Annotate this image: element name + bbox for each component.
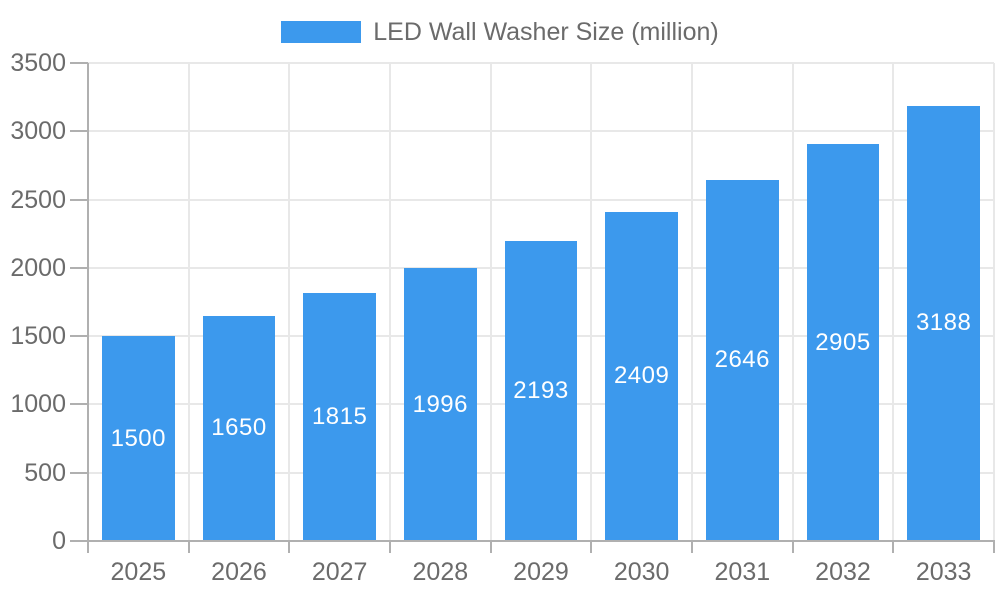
bar[interactable]: 1650 <box>202 315 276 541</box>
y-gridline <box>88 130 994 133</box>
x-axis-tick <box>87 541 89 553</box>
y-axis-label: 0 <box>52 527 66 555</box>
x-axis-label: 2030 <box>613 558 670 586</box>
bar[interactable]: 3188 <box>907 105 980 541</box>
bar[interactable]: 1500 <box>102 336 175 541</box>
y-axis-label: 2500 <box>10 185 66 214</box>
y-axis-label: 2000 <box>10 253 66 282</box>
x-axis-label: 2032 <box>815 558 871 586</box>
legend[interactable]: LED Wall Washer Size (million) <box>0 18 1000 46</box>
y-axis-label: 500 <box>24 458 66 487</box>
x-gridline <box>590 63 593 541</box>
bar-value-label: 2646 <box>714 346 770 374</box>
x-axis-tick <box>187 541 190 553</box>
x-axis-tick <box>288 541 291 553</box>
bar[interactable]: 2409 <box>605 211 678 541</box>
x-gridline <box>791 63 794 541</box>
x-axis-tick <box>892 541 895 553</box>
legend-swatch <box>281 21 362 43</box>
x-gridline <box>993 63 995 541</box>
x-axis-label: 2026 <box>211 558 267 586</box>
y-axis-label: 3000 <box>10 117 66 146</box>
bar[interactable]: 2646 <box>706 179 779 541</box>
x-gridline <box>489 63 492 541</box>
y-gridline <box>88 198 994 201</box>
y-axis-tick <box>70 403 88 406</box>
y-axis-tick <box>70 335 88 338</box>
legend-label: LED Wall Washer Size (million) <box>373 17 719 46</box>
x-axis-label: 2025 <box>110 558 167 586</box>
y-axis-tick <box>70 198 88 201</box>
bar-value-label: 2409 <box>613 362 670 390</box>
y-axis-line <box>87 63 89 553</box>
x-axis-tick <box>993 541 995 553</box>
y-gridline <box>88 62 994 64</box>
x-gridline <box>691 63 693 541</box>
x-axis-line <box>87 540 995 542</box>
bar[interactable]: 2905 <box>806 144 880 541</box>
bar[interactable]: 1815 <box>303 293 376 541</box>
y-axis-tick <box>70 266 88 269</box>
x-axis-tick <box>590 541 593 553</box>
y-axis-tick <box>70 62 88 64</box>
x-axis-label: 2031 <box>714 558 771 586</box>
y-axis-label: 3500 <box>10 49 66 77</box>
x-axis-tick <box>489 541 492 553</box>
bar-value-label: 1815 <box>311 403 368 431</box>
bar[interactable]: 1996 <box>404 268 477 541</box>
x-gridline <box>187 63 190 541</box>
bar-value-label: 3188 <box>915 309 972 337</box>
y-axis-tick <box>70 130 88 133</box>
bar-value-label: 1996 <box>412 390 468 418</box>
y-axis-label: 1500 <box>10 322 66 351</box>
y-axis-tick <box>70 540 88 542</box>
x-gridline <box>389 63 391 541</box>
bar-value-label: 1500 <box>110 424 166 452</box>
bar[interactable]: 2193 <box>504 241 578 541</box>
x-axis-tick <box>389 541 391 553</box>
x-axis-label: 2029 <box>513 558 569 586</box>
bar-value-label: 2193 <box>513 377 569 405</box>
x-gridline <box>288 63 291 541</box>
bar-value-label: 2905 <box>815 328 871 356</box>
y-axis-tick <box>70 471 88 474</box>
x-axis-label: 2033 <box>915 558 972 586</box>
x-axis-label: 2028 <box>412 558 469 586</box>
x-gridline <box>892 63 895 541</box>
bar-value-label: 1650 <box>211 414 267 442</box>
x-axis-tick <box>791 541 794 553</box>
x-axis-label: 2027 <box>311 558 368 586</box>
x-axis-tick <box>691 541 693 553</box>
y-axis-label: 1000 <box>10 390 66 419</box>
